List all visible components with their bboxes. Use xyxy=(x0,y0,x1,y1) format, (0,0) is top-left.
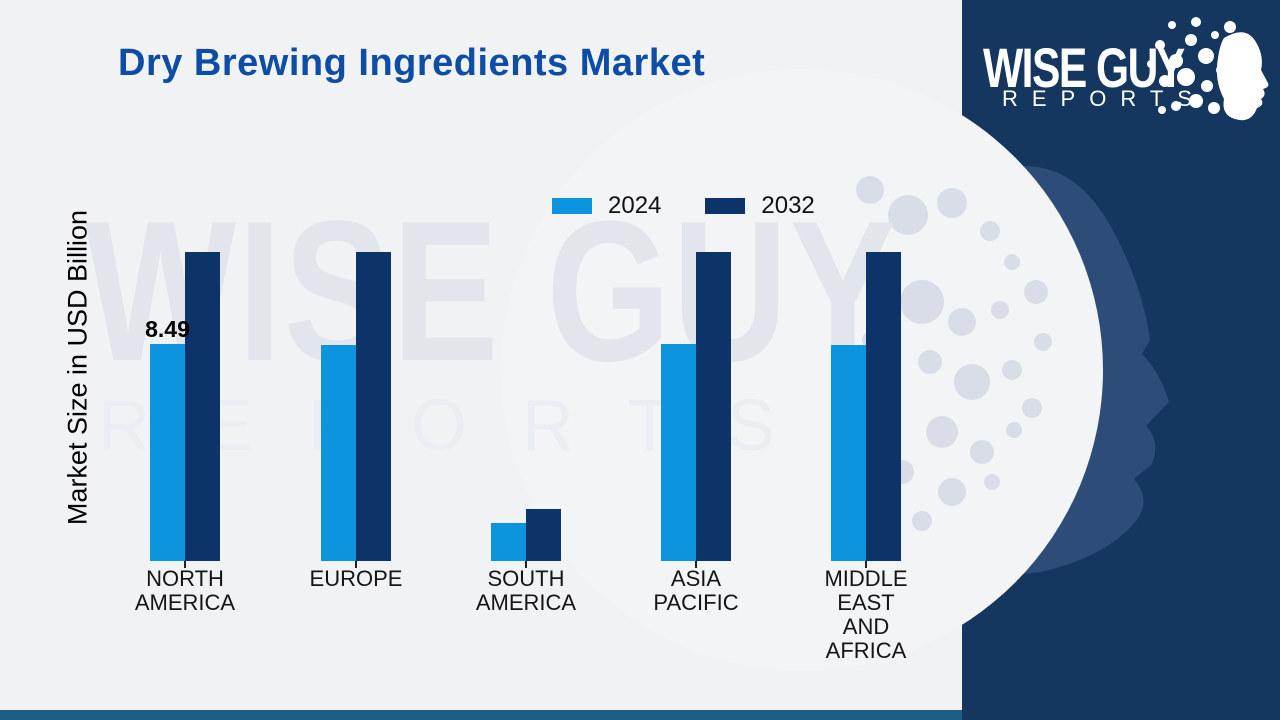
category-label-south-america: SOUTH AMERICA xyxy=(475,566,577,615)
legend-label-2024: 2024 xyxy=(608,192,662,219)
legend-item-2024: 2024 xyxy=(552,192,661,220)
x-axis-tick xyxy=(525,561,527,568)
bar-2032-europe xyxy=(356,252,391,561)
bar-2032-south-america xyxy=(526,509,561,561)
bar-2032-north-america xyxy=(185,252,220,561)
brain-dots-pattern xyxy=(856,176,1052,531)
bar-2024-south-america xyxy=(491,523,526,561)
x-axis-tick xyxy=(184,561,186,568)
brand-subtitle: REPORTS xyxy=(1002,86,1206,111)
category-label-europe: EUROPE xyxy=(309,566,403,591)
bar-2024-europe xyxy=(321,345,356,561)
bar-2032-asia-pacific xyxy=(696,252,731,561)
bar-2024-asia-pacific xyxy=(661,344,696,561)
bar-2024-north-america xyxy=(150,344,185,561)
brand-face-icon xyxy=(1147,17,1269,121)
category-label-north-america: NORTH AMERICA xyxy=(134,566,236,615)
watermark-circle xyxy=(501,69,1103,671)
y-axis-label: Market Size in USD Billion xyxy=(62,209,93,526)
bar-2024-middle-east-and-africa xyxy=(831,345,866,561)
brand-name: WISE GUY xyxy=(983,36,1185,99)
legend-item-2032: 2032 xyxy=(705,192,815,220)
legend-label-2032: 2032 xyxy=(761,192,815,219)
bottom-accent-bar xyxy=(0,710,1280,720)
watermark-text: WISE GUY xyxy=(85,180,898,403)
x-axis-tick xyxy=(355,561,357,568)
category-label-asia-pacific: ASIA PACIFIC xyxy=(653,566,739,615)
page-title: Dry Brewing Ingredients Market xyxy=(118,42,706,84)
bar-2032-middle-east-and-africa xyxy=(866,252,901,561)
x-axis-tick xyxy=(865,561,867,568)
bar-value-label: 8.49 xyxy=(145,316,190,342)
x-axis-tick xyxy=(695,561,697,568)
legend-swatch-2024 xyxy=(552,198,592,214)
category-label-middle-east-and-africa: MIDDLE EAST AND AFRICA xyxy=(824,566,908,663)
chart-legend: 2024 2032 xyxy=(552,192,815,220)
legend-swatch-2032 xyxy=(705,198,746,214)
